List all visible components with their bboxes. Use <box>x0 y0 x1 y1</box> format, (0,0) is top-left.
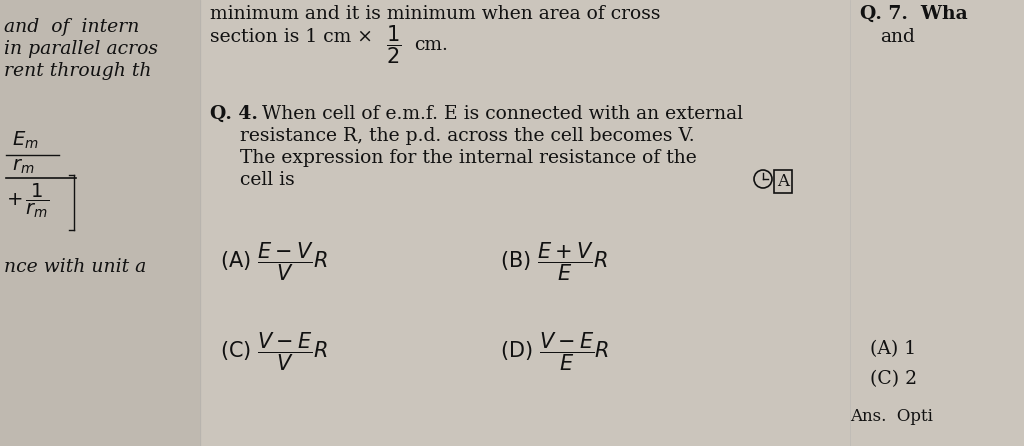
Text: $r_m$: $r_m$ <box>12 158 35 176</box>
Text: $+\,\dfrac{1}{r_m}$: $+\,\dfrac{1}{r_m}$ <box>6 182 49 220</box>
Text: nce with unit a: nce with unit a <box>4 258 146 276</box>
Text: (A) 1: (A) 1 <box>870 340 916 358</box>
Text: section is 1 cm ×: section is 1 cm × <box>210 28 373 46</box>
Text: $\mathrm{(B)}\ \dfrac{E+V}{E}R$: $\mathrm{(B)}\ \dfrac{E+V}{E}R$ <box>500 240 607 282</box>
Text: in parallel acros: in parallel acros <box>4 40 158 58</box>
Text: cm.: cm. <box>414 36 447 54</box>
Text: and  of  intern: and of intern <box>4 18 139 36</box>
Bar <box>0 0 200 446</box>
Text: Ans.  Opti: Ans. Opti <box>850 408 933 425</box>
Text: $\dfrac{1}{2}$: $\dfrac{1}{2}$ <box>386 23 401 66</box>
Text: resistance R, the p.d. across the cell becomes V.: resistance R, the p.d. across the cell b… <box>240 127 694 145</box>
Text: $\mathrm{(C)}\ \dfrac{V-E}{V}R$: $\mathrm{(C)}\ \dfrac{V-E}{V}R$ <box>220 330 328 372</box>
Text: $\mathrm{(A)}\ \dfrac{E-V}{V}R$: $\mathrm{(A)}\ \dfrac{E-V}{V}R$ <box>220 240 328 282</box>
Text: rent through th: rent through th <box>4 62 152 80</box>
Text: Q. 4.: Q. 4. <box>210 105 258 123</box>
Text: Q. 7.  Wha: Q. 7. Wha <box>860 5 968 23</box>
Text: The expression for the internal resistance of the: The expression for the internal resistan… <box>240 149 696 167</box>
Text: When cell of e.m.f. E is connected with an external: When cell of e.m.f. E is connected with … <box>262 105 743 123</box>
Text: and: and <box>880 28 914 46</box>
Text: A: A <box>777 173 790 190</box>
Text: (C) 2: (C) 2 <box>870 370 918 388</box>
Text: $\mathrm{(D)}\ \dfrac{V-E}{E}R$: $\mathrm{(D)}\ \dfrac{V-E}{E}R$ <box>500 330 609 372</box>
Text: $E_m$: $E_m$ <box>12 130 39 151</box>
Text: cell is: cell is <box>240 171 295 189</box>
Text: minimum and it is minimum when area of cross: minimum and it is minimum when area of c… <box>210 5 660 23</box>
